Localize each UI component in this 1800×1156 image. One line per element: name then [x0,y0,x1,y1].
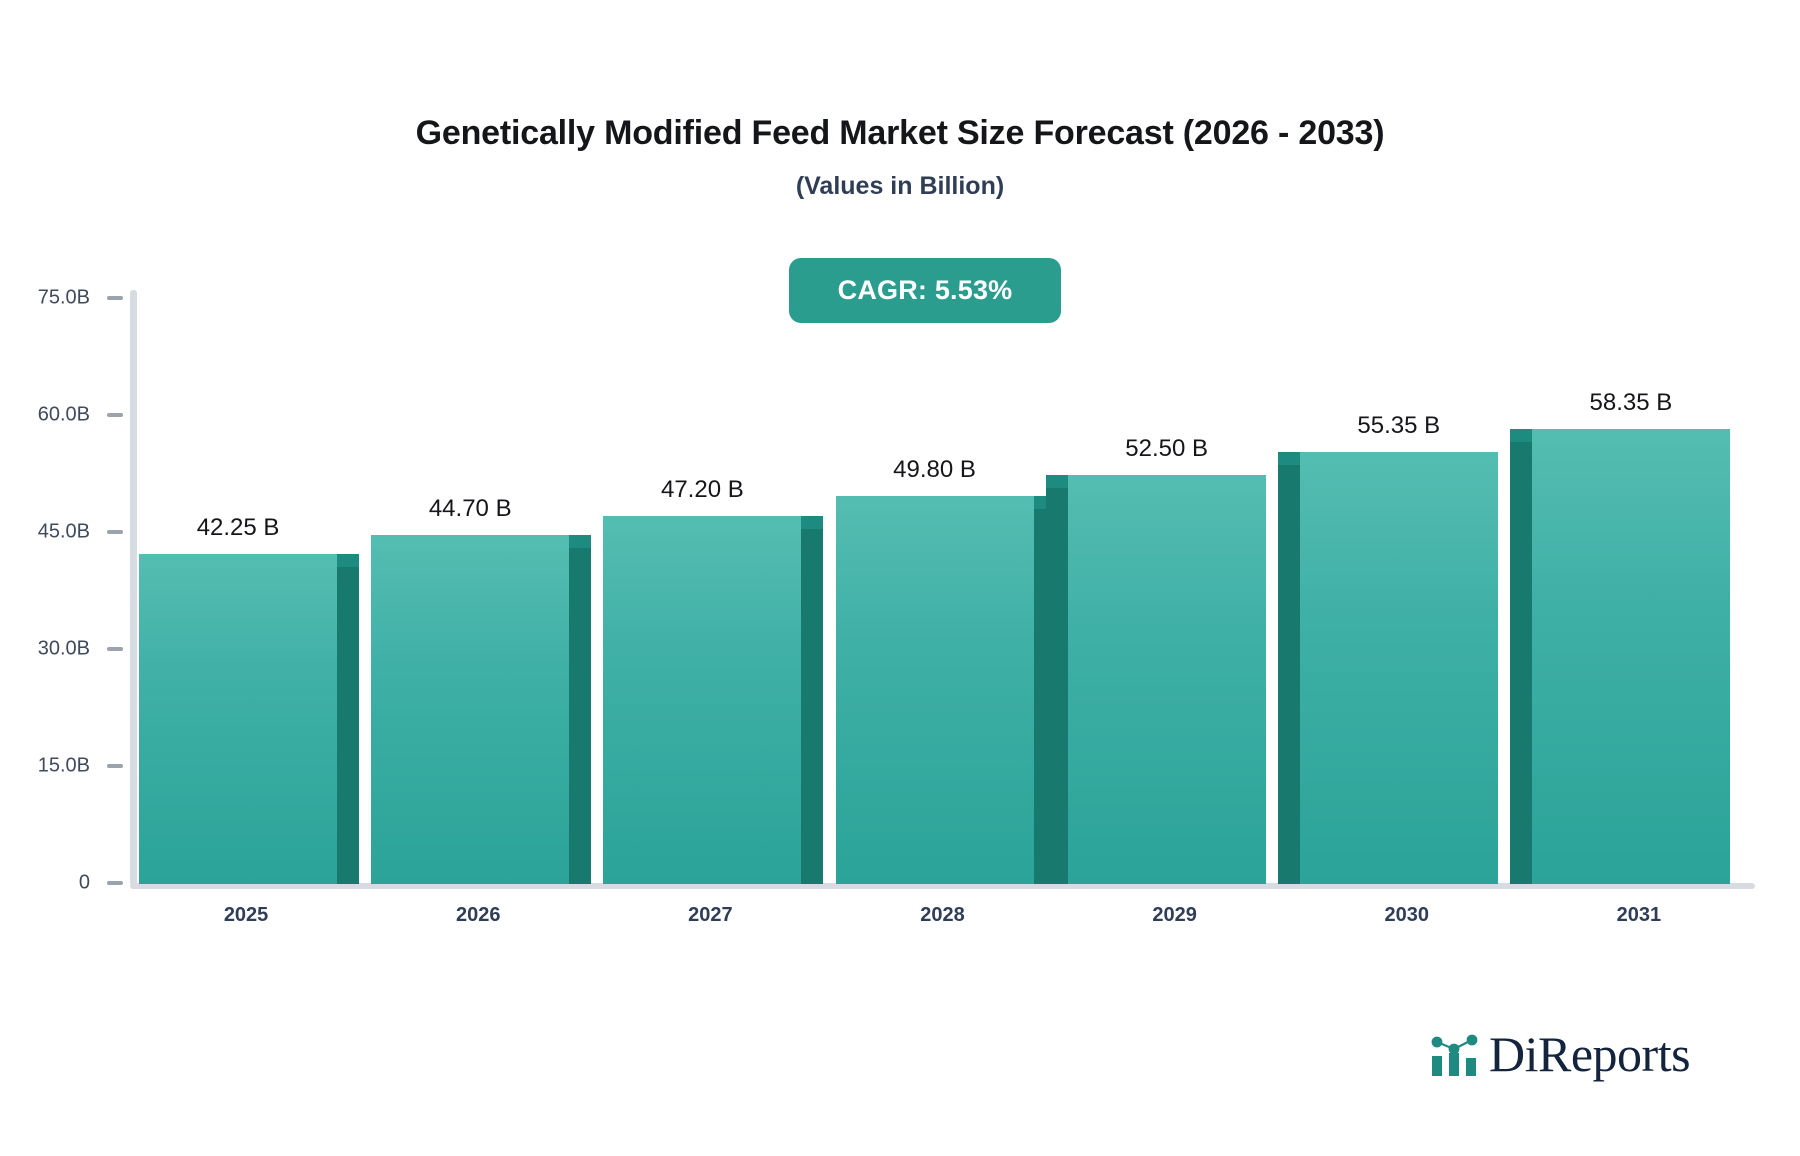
y-axis-tick [107,530,123,534]
bar-value-label: 52.50 B [1125,434,1209,462]
bar[interactable]: 42.25 B [139,514,360,884]
y-axis-tick-label: 0 [78,871,90,894]
bar-front-face [603,515,802,884]
y-axis-tick-label: 75.0B [37,286,90,309]
bar-top-face [1299,452,1498,466]
y-axis-tick [107,647,123,651]
bar-front-face [371,535,570,884]
bar-front-face [139,554,338,884]
y-axis-tick-label: 30.0B [37,637,90,660]
bar-top-face [603,515,802,529]
bar-top-face [835,495,1034,509]
x-axis-tick-label: 2026 [455,904,501,926]
cagr-badge-label: CAGR: 5.53% [837,275,1013,305]
bar[interactable]: 55.35 B [1277,412,1498,884]
x-axis-tick-label: 2025 [223,904,269,926]
bar[interactable]: 52.50 B [1045,435,1266,884]
bar-top-chamfer [1045,474,1068,488]
bar-value-label: 42.25 B [196,514,280,542]
bar[interactable]: 49.80 B [835,456,1056,884]
bar-value-label: 55.35 B [1357,412,1441,440]
bar-chart-logo-icon [1427,1028,1483,1080]
bar-top-chamfer [1509,428,1532,442]
bar-front-face [1299,452,1498,884]
y-axis-tick [107,881,123,885]
x-axis-tick-label: 2028 [920,904,965,926]
y-axis-tick-label: 15.0B [37,754,90,777]
chart-title: Genetically Modified Feed Market Size Fo… [415,114,1385,152]
x-axis-line [130,883,1755,889]
chart-subtitle: (Values in Billion) [795,172,1005,200]
bar-top-chamfer [337,554,360,568]
y-axis-tick [107,296,123,300]
bar-front-face [835,495,1034,884]
plot-area: 75.0B 60.0B 45.0B 30.0B 15.0B 0 42.25 B 44.70 … [38,287,1755,926]
y-axis-tick-label: 60.0B [37,403,90,426]
x-axis-tick-label: 2029 [1152,904,1197,926]
logo-wordmark: DiReports [1489,1026,1691,1082]
bar-front-face [1531,428,1730,884]
cagr-badge: CAGR: 5.53% [789,258,1061,323]
bar-value-label: 44.70 B [428,495,512,523]
bar[interactable]: 47.20 B [603,476,824,884]
bar-value-label: 49.80 B [893,455,976,483]
bar-side-face [801,528,824,884]
y-axis-line [130,290,137,885]
y-axis-tick [107,413,123,417]
bar-value-label: 58.35 B [1589,388,1673,416]
bar-top-face [139,554,338,568]
x-axis-tick-label: 2027 [688,904,733,926]
bar-front-face [1067,474,1266,884]
bar-side-face [1045,487,1068,884]
bar-value-label: 47.20 B [660,475,744,503]
bar-side-face [569,548,592,884]
bar-top-face [1067,474,1266,488]
bar-side-face [337,567,360,884]
bar-top-chamfer [1277,452,1300,466]
bar-side-face [1509,441,1532,884]
x-axis-tick-label: 2031 [1616,904,1662,926]
bar-side-face [1277,465,1300,884]
bar[interactable]: 44.70 B [371,495,592,884]
bar[interactable]: 58.35 B [1509,389,1730,884]
bar-top-face [1531,428,1730,442]
bar-top-face [371,535,570,549]
y-axis-tick [107,764,123,768]
bar-top-chamfer [569,535,592,549]
y-axis-tick-label: 45.0B [37,520,90,543]
x-axis-tick-label: 2030 [1384,904,1430,926]
direports-logo: DiReports [1427,1026,1691,1082]
bar-top-chamfer [801,515,824,529]
